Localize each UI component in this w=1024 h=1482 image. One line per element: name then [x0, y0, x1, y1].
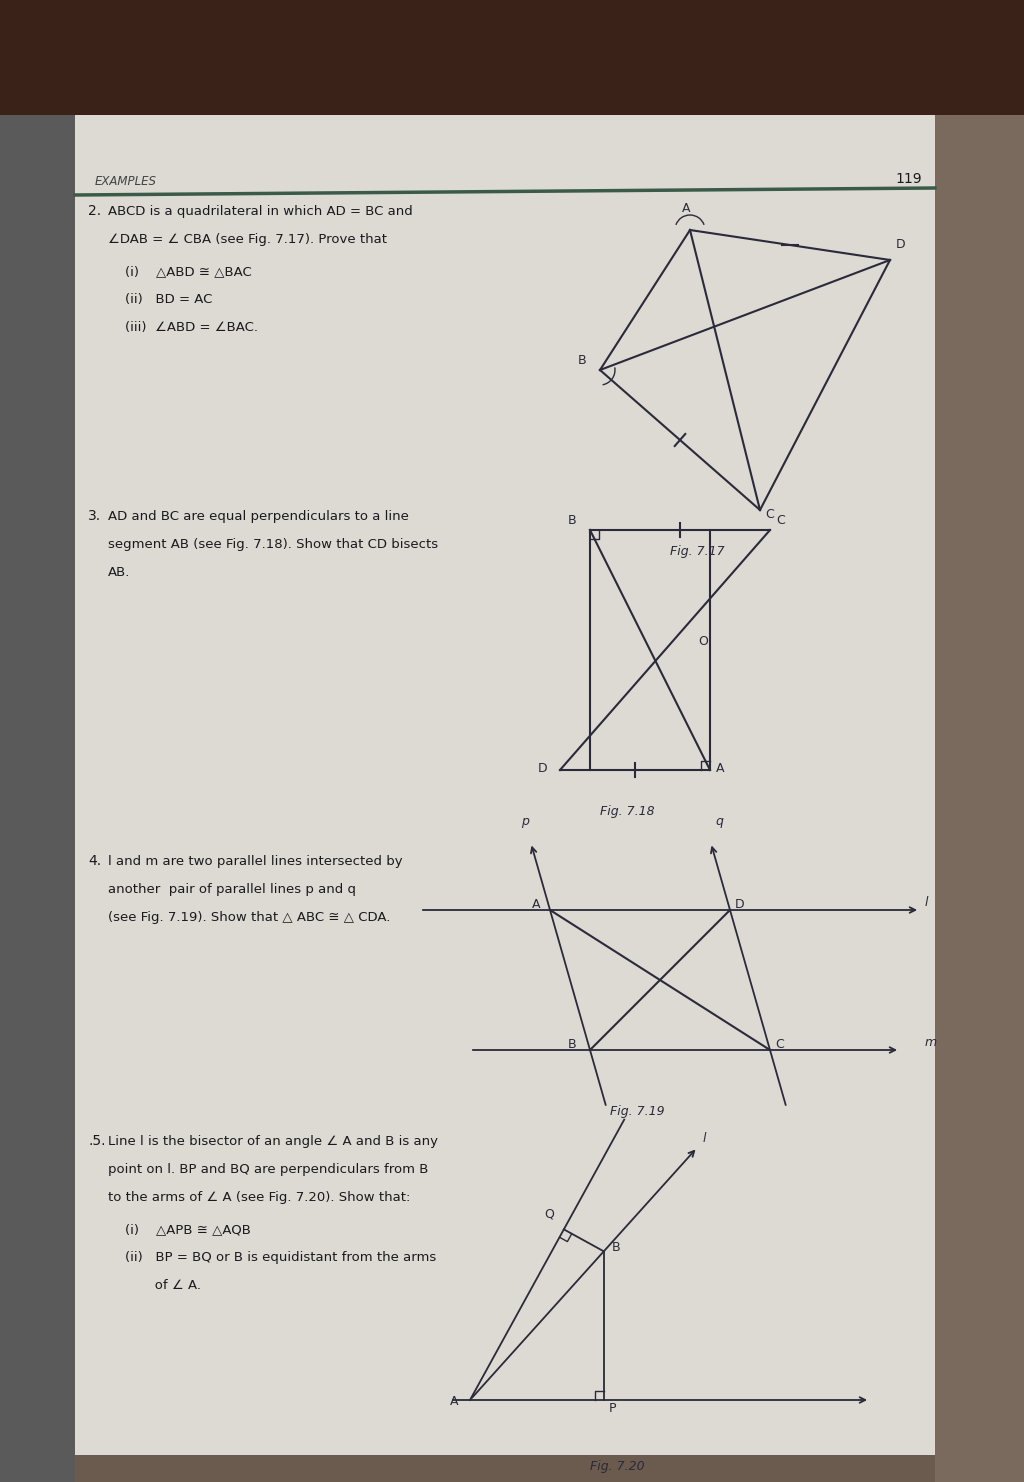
Text: (iii)  ∠ABD = ∠BAC.: (iii) ∠ABD = ∠BAC. [125, 322, 258, 333]
Text: 119: 119 [895, 172, 922, 187]
Text: of ∠ A.: of ∠ A. [125, 1279, 201, 1292]
Text: O: O [698, 634, 708, 648]
Text: 2.: 2. [88, 205, 101, 218]
Text: C: C [775, 1037, 783, 1051]
Text: l: l [702, 1132, 706, 1146]
Bar [0, 0, 1024, 116]
Text: D: D [735, 898, 744, 911]
Text: segment AB (see Fig. 7.18). Show that CD bisects: segment AB (see Fig. 7.18). Show that CD… [108, 538, 438, 551]
Bar [75, 116, 935, 1455]
Text: (see Fig. 7.19). Show that △ ABC ≅ △ CDA.: (see Fig. 7.19). Show that △ ABC ≅ △ CDA… [108, 911, 390, 923]
Text: (i)    △ABD ≅ △BAC: (i) △ABD ≅ △BAC [125, 265, 252, 279]
Text: AB.: AB. [108, 566, 130, 579]
Text: Fig. 7.17: Fig. 7.17 [670, 545, 725, 559]
Text: ABCD is a quadrilateral in which AD = BC and: ABCD is a quadrilateral in which AD = BC… [108, 205, 413, 218]
Text: l and m are two parallel lines intersected by: l and m are two parallel lines intersect… [108, 855, 402, 868]
Text: (ii)   BP = BQ or B is equidistant from the arms: (ii) BP = BQ or B is equidistant from th… [125, 1251, 436, 1264]
Text: D: D [896, 239, 905, 250]
Text: AD and BC are equal perpendiculars to a line: AD and BC are equal perpendiculars to a … [108, 510, 409, 523]
Text: (ii)   BD = AC: (ii) BD = AC [125, 293, 212, 305]
Text: Fig. 7.18: Fig. 7.18 [600, 805, 654, 818]
Text: Fig. 7.19: Fig. 7.19 [610, 1106, 665, 1117]
Text: ∠DAB = ∠ CBA (see Fig. 7.17). Prove that: ∠DAB = ∠ CBA (see Fig. 7.17). Prove that [108, 233, 387, 246]
Text: q: q [716, 815, 724, 827]
Text: to the arms of ∠ A (see Fig. 7.20). Show that:: to the arms of ∠ A (see Fig. 7.20). Show… [108, 1192, 411, 1203]
Text: B: B [568, 514, 577, 528]
Text: another  pair of parallel lines p and q: another pair of parallel lines p and q [108, 883, 356, 897]
Text: A: A [532, 898, 541, 911]
Text: Line l is the bisector of an angle ∠ A and B is any: Line l is the bisector of an angle ∠ A a… [108, 1135, 438, 1149]
Text: D: D [538, 762, 548, 775]
Text: 4.: 4. [88, 854, 101, 868]
Text: B: B [611, 1242, 621, 1254]
Text: C: C [765, 508, 774, 522]
Text: A: A [716, 762, 725, 775]
Text: .5.: .5. [88, 1134, 105, 1149]
Text: 3.: 3. [88, 508, 101, 523]
Bar [935, 116, 1024, 1482]
Text: m: m [925, 1036, 937, 1049]
Text: point on l. BP and BQ are perpendiculars from B: point on l. BP and BQ are perpendiculars… [108, 1163, 428, 1177]
Text: Fig. 7.20: Fig. 7.20 [590, 1460, 645, 1473]
Bar [0, 116, 75, 1482]
Text: A: A [450, 1395, 459, 1408]
Text: B: B [578, 354, 587, 368]
Text: B: B [568, 1037, 577, 1051]
Text: (i)    △APB ≅ △AQB: (i) △APB ≅ △AQB [125, 1223, 251, 1236]
Text: P: P [609, 1402, 616, 1415]
Text: Q: Q [544, 1208, 554, 1220]
Text: p: p [521, 815, 528, 827]
Text: A: A [682, 202, 690, 215]
Text: EXAMPLES: EXAMPLES [95, 175, 157, 188]
Text: C: C [776, 514, 784, 528]
Text: l: l [925, 897, 929, 908]
